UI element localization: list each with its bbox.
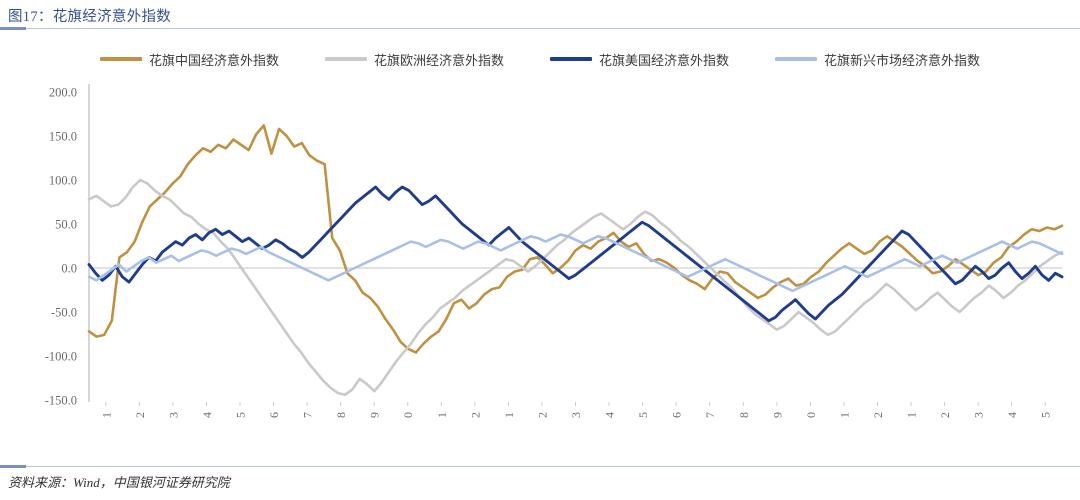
x-axis-tick-label: 2024-07 bbox=[703, 412, 717, 418]
series-line-0 bbox=[87, 124, 1064, 354]
legend-label: 花旗新兴市场经济意外指数 bbox=[824, 52, 981, 68]
x-axis-tick-label: 2024-05 bbox=[636, 412, 650, 418]
x-axis-tick-label: 2024-06 bbox=[670, 412, 684, 418]
x-axis-tick-label: 2025-01 bbox=[905, 412, 919, 418]
line-chart-svg: -150.0-100.0-50.00.050.0100.0150.0200.0 … bbox=[45, 84, 1064, 418]
x-axis-tick-label: 2023-03 bbox=[166, 412, 180, 418]
y-axis-tick-label: 150.0 bbox=[49, 130, 77, 144]
footer-divider bbox=[0, 466, 1080, 467]
series-line-2 bbox=[87, 185, 1064, 323]
x-axis-tick-label: 2024-02 bbox=[535, 412, 549, 418]
x-axis-tick-label: 2023-09 bbox=[368, 412, 382, 418]
page-title: 图17：花旗经济意外指数 bbox=[8, 8, 172, 25]
chart-legend: 花旗中国经济意外指数 花旗欧洲经济意外指数 花旗美国经济意外指数 花旗新兴市场经济意外… bbox=[0, 46, 1080, 72]
x-axis-tick-label: 2025-04 bbox=[1005, 412, 1019, 418]
x-axis-tick-label: 2023-01 bbox=[99, 412, 113, 418]
y-axis-tick-label: 200.0 bbox=[49, 86, 77, 100]
x-axis-tick-label: 2025-03 bbox=[972, 412, 986, 418]
legend-label: 花旗欧洲经济意外指数 bbox=[373, 52, 504, 68]
x-axis-labels: 2023-01 2023-02 2023-03 2023-04 2023-05 2023-… bbox=[99, 412, 1052, 418]
legend-label: 花旗中国经济意外指数 bbox=[148, 52, 279, 68]
x-axis-tick-label: 2023-11 bbox=[435, 412, 449, 418]
y-axis-tick-label: 0.0 bbox=[61, 262, 77, 276]
x-axis-tick-label: 2024-09 bbox=[770, 412, 784, 418]
x-axis-tick-label: 2023-04 bbox=[200, 412, 214, 418]
y-axis-tick-label: 50.0 bbox=[55, 218, 77, 232]
x-axis-tick-label: 2023-10 bbox=[401, 412, 415, 418]
legend-china[interactable]: 花旗中国经济意外指数 bbox=[99, 50, 279, 69]
y-axis-tick-label: -100.0 bbox=[45, 350, 77, 364]
axes-layer: -150.0 -100.0 -50.0 0.0 50.0 100.0 150.0 200.0 bbox=[45, 84, 1062, 408]
title-divider bbox=[0, 28, 1080, 29]
x-axis-tick-label: 2023-12 bbox=[468, 412, 482, 418]
figure-header: 图17：花旗经济意外指数 bbox=[0, 0, 1080, 30]
legend-swatch-icon bbox=[99, 57, 142, 61]
x-axis-tick-label: 2024-03 bbox=[569, 412, 583, 418]
footer-divider-accent bbox=[0, 465, 26, 468]
title-divider-accent bbox=[0, 27, 26, 30]
x-axis-tick-label: 2024-01 bbox=[502, 412, 516, 418]
x-axis-tick-label: 2023-07 bbox=[301, 412, 315, 418]
chart-plot-area: -150.0 -100.0 -50.0 0.0 50.0 100.0 150.0 200.0 … bbox=[0, 78, 1080, 418]
series-layer bbox=[87, 124, 1064, 397]
y-axis-tick-label: -50.0 bbox=[51, 306, 77, 320]
x-axis-tick-label: 2023-05 bbox=[233, 412, 247, 418]
legend-europe[interactable]: 花旗欧洲经济意外指数 bbox=[324, 50, 504, 69]
x-axis-tick-label: 2024-10 bbox=[804, 412, 818, 418]
x-axis-tick-label: 2023-02 bbox=[133, 412, 147, 418]
x-axis-tick-label: 2024-04 bbox=[603, 412, 617, 418]
x-axis-tick-label: 2024-12 bbox=[871, 412, 885, 418]
x-axis-tick-label: 2024-08 bbox=[737, 412, 751, 418]
x-axis-tick-label: 2025-05 bbox=[1039, 412, 1053, 418]
y-axis-tick-label: 100.0 bbox=[49, 174, 77, 188]
source-note: 资料来源：Wind，中国银河证券研究院 bbox=[8, 475, 230, 490]
legend-swatch-icon bbox=[324, 57, 367, 61]
y-axis-tick-label: -150.0 bbox=[45, 394, 77, 408]
legend-em[interactable]: 花旗新兴市场经济意外指数 bbox=[775, 50, 980, 69]
series-line-3 bbox=[87, 233, 1064, 293]
x-axis-tick-label: 2023-06 bbox=[267, 412, 281, 418]
x-axis-tick-label: 2024-11 bbox=[837, 412, 851, 418]
legend-swatch-icon bbox=[550, 57, 592, 61]
legend-us[interactable]: 花旗美国经济意外指数 bbox=[550, 50, 729, 69]
x-axis-tick-label: 2023-08 bbox=[334, 412, 348, 418]
series-line-1 bbox=[87, 178, 1064, 397]
legend-label: 花旗美国经济意外指数 bbox=[599, 52, 730, 68]
x-axis-tick-label: 2025-02 bbox=[938, 412, 952, 418]
legend-swatch-icon bbox=[775, 57, 818, 61]
